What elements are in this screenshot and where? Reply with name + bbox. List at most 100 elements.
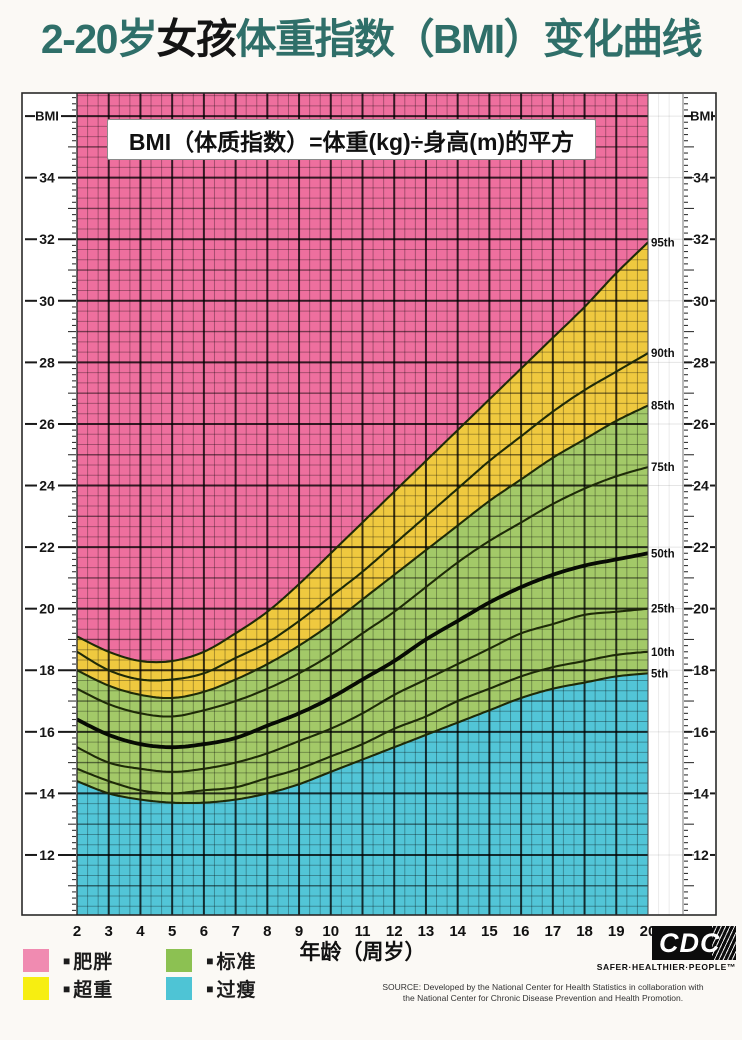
- svg-text:10: 10: [322, 923, 339, 940]
- svg-text:22: 22: [693, 539, 709, 555]
- legend-label-obese: 肥胖: [73, 952, 114, 973]
- legend-item-underweight: ■ 过瘦: [166, 976, 256, 1001]
- svg-text:19: 19: [608, 923, 625, 940]
- svg-text:20: 20: [39, 601, 55, 617]
- svg-text:17: 17: [544, 923, 561, 940]
- svg-text:30: 30: [39, 293, 55, 309]
- cdc-tagline: SAFER·HEALTHIER·PEOPLE™: [596, 962, 736, 972]
- svg-text:34: 34: [693, 170, 709, 186]
- legend-label-overweight: 超重: [73, 980, 114, 1001]
- title-girl: 女孩: [156, 16, 237, 62]
- legend-swatch-underweight: [166, 977, 193, 1000]
- percentile-label-5th: 5th: [651, 668, 668, 680]
- legend-column: ■ 肥胖 ■ 超重: [23, 948, 113, 1001]
- legend-label-underweight: 过瘦: [216, 980, 257, 1001]
- chart-grid: [77, 93, 683, 915]
- svg-text:4: 4: [136, 923, 145, 940]
- curve-85th: [77, 404, 648, 700]
- percentile-label-90th: 90th: [651, 348, 675, 360]
- ruler-ticks: [68, 97, 694, 911]
- svg-text:16: 16: [693, 724, 709, 740]
- title-subject: 体重指数（BMI）变化曲线: [235, 16, 702, 62]
- legend-swatch-obese: [23, 949, 49, 972]
- legend-bullet: ■: [63, 953, 71, 968]
- percentile-label-85th: 85th: [651, 400, 675, 412]
- svg-text:5: 5: [168, 923, 176, 940]
- legend-item-obese: ■ 肥胖: [23, 948, 113, 973]
- svg-text:BMI: BMI: [35, 109, 59, 124]
- legend-label-normal: 标准: [216, 952, 257, 973]
- y-tick-labels: 34 34 32 32 30 30 28 28 26 26 24 24 22 22 20 20 18 18 16 16…: [25, 109, 715, 863]
- svg-text:13: 13: [418, 923, 435, 940]
- cdc-hatch-decoration: [712, 926, 736, 960]
- svg-text:9: 9: [295, 923, 303, 940]
- svg-text:30: 30: [693, 293, 709, 309]
- legend-bullet: ■: [63, 981, 71, 996]
- svg-text:14: 14: [39, 785, 55, 801]
- percentile-label-10th: 10th: [651, 647, 675, 659]
- svg-text:6: 6: [200, 923, 208, 940]
- svg-text:28: 28: [693, 354, 709, 370]
- svg-text:11: 11: [355, 923, 371, 940]
- legend-swatch-overweight: [23, 977, 49, 1000]
- legend-swatch-normal: [166, 949, 193, 972]
- legend-column: ■ 标准 ■ 过瘦: [166, 948, 256, 1001]
- svg-text:3: 3: [105, 923, 113, 940]
- svg-text:12: 12: [693, 847, 709, 863]
- svg-text:2: 2: [73, 923, 81, 940]
- source-line-1: SOURCE: Developed by the National Center…: [382, 982, 704, 992]
- svg-text:28: 28: [39, 354, 55, 370]
- x-axis-title: 年龄（周岁）: [299, 941, 426, 964]
- svg-text:32: 32: [693, 231, 709, 247]
- cdc-logo: CDC: [652, 926, 736, 960]
- svg-text:18: 18: [39, 662, 55, 678]
- curve-5th: [77, 672, 648, 805]
- svg-text:26: 26: [693, 416, 709, 432]
- formula-box: BMI（体质指数）=体重(kg)÷身高(m)的平方: [107, 119, 596, 160]
- svg-text:24: 24: [39, 478, 55, 494]
- svg-text:7: 7: [231, 923, 239, 940]
- formula-text: BMI（体质指数）=体重(kg)÷身高(m)的平方: [128, 128, 575, 155]
- curve-50th: [77, 551, 648, 750]
- svg-text:22: 22: [39, 539, 55, 555]
- cdc-logo-text: CDC: [659, 927, 721, 958]
- svg-text:24: 24: [693, 478, 709, 494]
- svg-text:14: 14: [693, 785, 709, 801]
- source-note: SOURCE: Developed by the National Center…: [356, 982, 730, 1004]
- source-line-2: the National Center for Chronic Disease …: [402, 993, 684, 1003]
- legend-item-overweight: ■ 超重: [23, 976, 113, 1001]
- svg-text:12: 12: [39, 847, 55, 863]
- legend-bullet: ■: [206, 981, 214, 996]
- curve-75th: [77, 466, 648, 718]
- svg-text:14: 14: [449, 923, 466, 940]
- svg-text:26: 26: [39, 416, 55, 432]
- svg-text:16: 16: [39, 724, 55, 740]
- svg-text:18: 18: [693, 662, 709, 678]
- curve-25th: [77, 607, 648, 773]
- percentile-label-25th: 25th: [651, 604, 675, 616]
- curve-90th: [77, 352, 648, 682]
- legend-item-normal: ■ 标准: [166, 948, 256, 973]
- ruler-strips: [22, 93, 716, 915]
- svg-text:32: 32: [39, 231, 55, 247]
- percentile-label-75th: 75th: [651, 462, 675, 474]
- legend-bullet: ■: [206, 953, 214, 968]
- chart-frame: [21, 92, 717, 916]
- svg-text:16: 16: [513, 923, 530, 940]
- svg-text:20: 20: [693, 601, 709, 617]
- percentile-labels: 95th 90th 85th 75th 50th 25th 10th 5th: [651, 237, 675, 680]
- percentile-curves: [77, 241, 648, 805]
- title-age-range: 2-20岁: [40, 16, 158, 62]
- svg-text:18: 18: [576, 923, 593, 940]
- legend: ■ 肥胖 ■ 超重 ■ 标准 ■ 过瘦: [23, 948, 257, 1001]
- page-title: 2-20岁女孩体重指数（BMI）变化曲线: [0, 10, 742, 68]
- percentile-label-95th: 95th: [651, 237, 675, 249]
- svg-text:15: 15: [481, 923, 498, 940]
- percentile-label-50th: 50th: [651, 548, 675, 560]
- svg-text:BMI: BMI: [690, 109, 714, 124]
- curve-95th: [77, 241, 648, 664]
- svg-text:34: 34: [39, 170, 55, 186]
- svg-text:12: 12: [386, 923, 403, 940]
